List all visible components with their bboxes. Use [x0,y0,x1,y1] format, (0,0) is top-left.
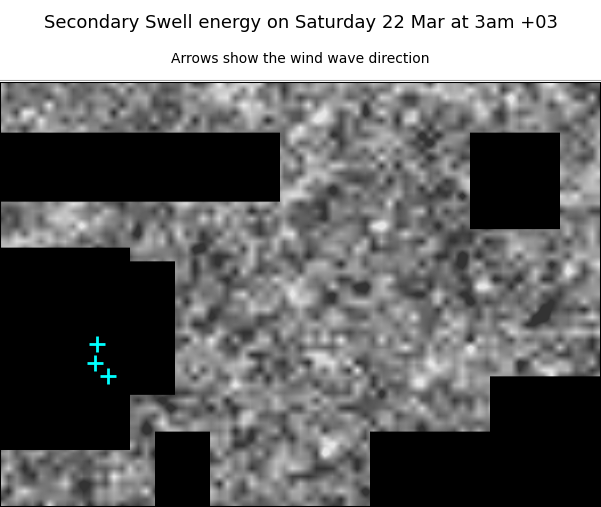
Text: Arrows show the wind wave direction: Arrows show the wind wave direction [171,52,430,66]
Text: Secondary Swell energy on Saturday 22 Mar at 3am +03: Secondary Swell energy on Saturday 22 Ma… [43,14,558,32]
